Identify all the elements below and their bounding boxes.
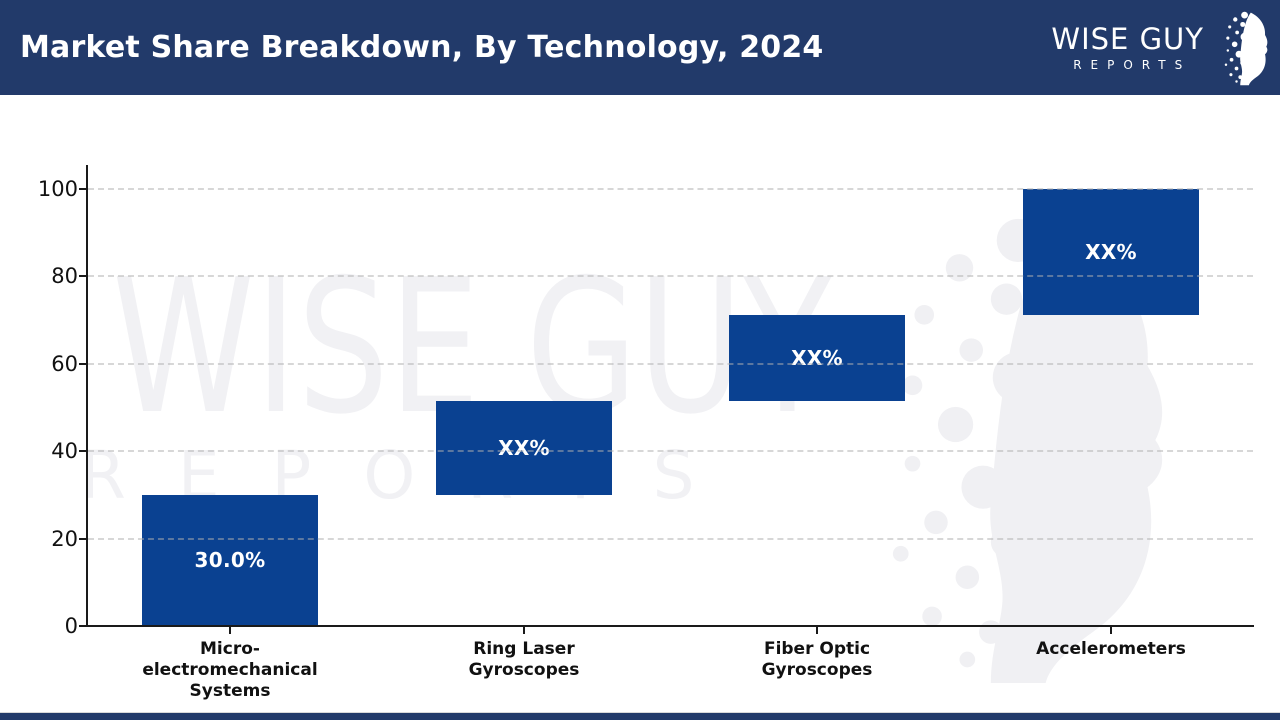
y-axis-line — [86, 165, 88, 627]
x-category-label-line: Systems — [189, 681, 271, 701]
y-tick-mark — [79, 537, 87, 540]
x-category-label-line: Accelerometers — [1036, 639, 1186, 659]
gridline — [88, 275, 1253, 277]
x-category-label: Accelerometers — [991, 639, 1231, 660]
logo-reports-label: REPORTS — [1073, 57, 1192, 72]
gridline — [88, 450, 1253, 452]
x-category-label: Fiber Optic Gyroscopes — [697, 639, 937, 681]
x-tick-mark — [229, 627, 231, 634]
bar-segment: 30.0% — [142, 494, 318, 626]
gridline — [88, 187, 1253, 190]
page-title: Market Share Breakdown, By Technology, 2… — [20, 30, 824, 65]
x-category-label-line: Fiber Optic — [763, 639, 871, 659]
x-tick-mark — [1110, 627, 1112, 634]
bar-value-label: 30.0% — [194, 548, 266, 573]
footer-divider — [0, 712, 1280, 713]
x-category-label-line: electromechanical — [142, 660, 318, 680]
x-category-label: Ring Laser Gyroscopes — [404, 639, 644, 681]
x-category-label-line: Micro- — [200, 639, 260, 659]
x-category-label-line: Gyroscopes — [468, 660, 580, 680]
y-tick-mark — [79, 450, 87, 452]
y-tick-mark — [79, 187, 87, 190]
wiseguy-logo: WISE GUY REPORTS — [1051, 5, 1270, 91]
header-bar: Market Share Breakdown, By Technology, 2… — [0, 0, 1280, 95]
x-category-label-line: Gyroscopes — [761, 660, 873, 680]
x-category-label: Micro-electromechanical Systems — [110, 639, 350, 702]
y-tick-mark — [79, 275, 87, 277]
logo-wiseguy-label: WISE GUY — [1051, 22, 1204, 57]
y-tick-mark — [79, 625, 87, 627]
x-tick-mark — [816, 627, 818, 634]
gridline — [88, 362, 1253, 365]
y-tick-mark — [79, 362, 87, 365]
bar-value-label: XX% — [498, 435, 550, 460]
x-axis-line — [86, 625, 1254, 627]
y-tick-label: 80 — [51, 264, 78, 288]
wiseguy-logo-text: WISE GUY REPORTS — [1051, 22, 1204, 72]
bar-segment: XX% — [729, 315, 905, 401]
y-tick-label: 40 — [51, 439, 78, 463]
y-tick-label: 100 — [37, 176, 78, 201]
y-tick-label: 0 — [64, 614, 78, 638]
bar-value-label: XX% — [791, 346, 843, 371]
bar-value-label: XX% — [1085, 239, 1137, 264]
x-category-label-line: Ring Laser — [473, 639, 575, 659]
bar-segment: XX% — [436, 400, 612, 495]
y-tick-label: 20 — [51, 526, 78, 551]
x-tick-mark — [523, 627, 525, 634]
footer-bar — [0, 713, 1280, 720]
wiseguy-face-icon — [1208, 8, 1270, 88]
bar-segment: XX% — [1023, 188, 1199, 316]
gridline — [88, 537, 1253, 540]
y-tick-label: 60 — [51, 351, 78, 376]
